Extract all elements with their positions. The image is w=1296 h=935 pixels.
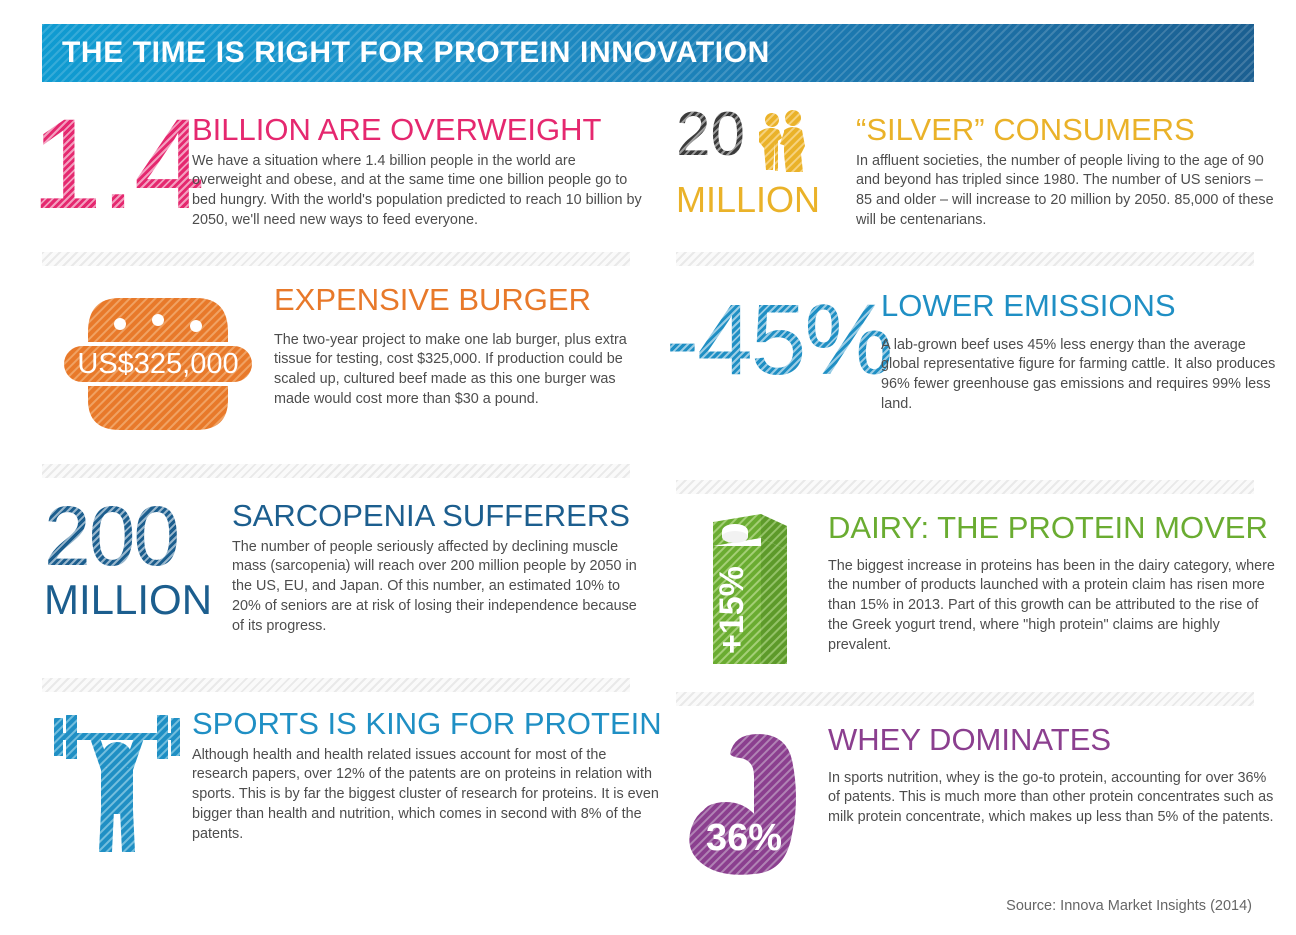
section-body: A lab-grown beef uses 45% less energy th…: [881, 336, 1276, 413]
section-body: The number of people seriously affected …: [232, 538, 637, 635]
section-whey: 36% WHEY DOMINATES In sports nutrition, …: [676, 706, 1276, 886]
section-body: Although health and health related issue…: [192, 746, 659, 843]
flexed-bicep-icon: 36%: [676, 722, 828, 884]
section-lower-emissions: -45% LOWER EMISSIONS A lab-grown beef us…: [665, 266, 1276, 464]
stat-unit: MILLION: [44, 576, 213, 624]
section-heading: LOWER EMISSIONS: [881, 288, 1176, 323]
section-divider: [676, 252, 1254, 266]
stat-minus-45-percent: -45%: [665, 288, 892, 386]
section-heading: SPORTS IS KING FOR PROTEIN: [192, 706, 662, 741]
stat-value: 1.4: [31, 93, 203, 236]
milk-carton-icon: +15%: [676, 510, 828, 672]
section-heading: WHEY DOMINATES: [828, 722, 1112, 757]
weightlifter-icon-svg: [54, 715, 180, 852]
section-expensive-burger: US$325,000 EXPENSIVE BURGER The two-year…: [42, 266, 642, 464]
section-body: In affluent societies, the number of peo…: [856, 152, 1274, 229]
stat-value: 200: [44, 489, 179, 583]
section-sports: SPORTS IS KING FOR PROTEIN Although heal…: [42, 692, 662, 872]
section-divider: [42, 252, 630, 266]
stat-200-million: 200 MILLION: [42, 494, 232, 621]
elderly-couple-icon: [758, 110, 805, 172]
section-dairy: +15% DAIRY: THE PROTEIN MOVER The bigges…: [676, 494, 1276, 686]
milk-carton-icon-svg: +15%: [713, 514, 787, 664]
burger-price-label: US$325,000: [77, 348, 238, 380]
section-heading: EXPENSIVE BURGER: [274, 282, 591, 317]
section-heading: “SILVER” CONSUMERS: [856, 112, 1195, 147]
page-title: THE TIME IS RIGHT FOR PROTEIN INNOVATION: [62, 36, 770, 69]
bicep-percentage-label: 36%: [706, 817, 782, 859]
section-heading: DAIRY: THE PROTEIN MOVER: [828, 510, 1268, 545]
section-sarcopenia: 200 MILLION SARCOPENIA SUFFERERS The num…: [42, 478, 642, 678]
stat-unit: MILLION: [676, 179, 821, 220]
section-heading: BILLION ARE OVERWEIGHT: [192, 112, 602, 147]
flexed-bicep-icon-svg: 36%: [689, 734, 796, 875]
stat-value: -45%: [665, 284, 892, 396]
stat-20-million: 20 MILLION: [676, 100, 856, 218]
section-divider: [676, 480, 1254, 494]
section-body: The two-year project to make one lab bur…: [274, 331, 627, 408]
section-divider: [42, 678, 630, 692]
section-heading: SARCOPENIA SUFFERERS: [232, 498, 630, 533]
milk-carton-label: +15%: [713, 566, 751, 654]
section-divider: [42, 464, 630, 478]
stat-value: 20: [676, 100, 745, 169]
section-overweight: 1.4 BILLION ARE OVERWEIGHT We have a sit…: [31, 100, 642, 252]
section-body: We have a situation where 1.4 billion pe…: [192, 152, 642, 229]
burger-icon: US$325,000: [42, 280, 274, 434]
page-header-banner: THE TIME IS RIGHT FOR PROTEIN INNOVATION: [42, 24, 1254, 82]
burger-icon-svg: US$325,000: [64, 298, 252, 430]
section-silver-consumers: 20 MILLION “SILVER” CONSUMERS In affluen…: [676, 100, 1276, 252]
section-body: The biggest increase in proteins has bee…: [828, 557, 1275, 654]
stat-1-4: 1.4: [31, 100, 203, 224]
weightlifter-icon: [42, 708, 192, 855]
section-body: In sports nutrition, whey is the go-to p…: [828, 769, 1274, 826]
source-attribution: Source: Innova Market Insights (2014): [1006, 898, 1252, 914]
section-divider: [676, 692, 1254, 706]
